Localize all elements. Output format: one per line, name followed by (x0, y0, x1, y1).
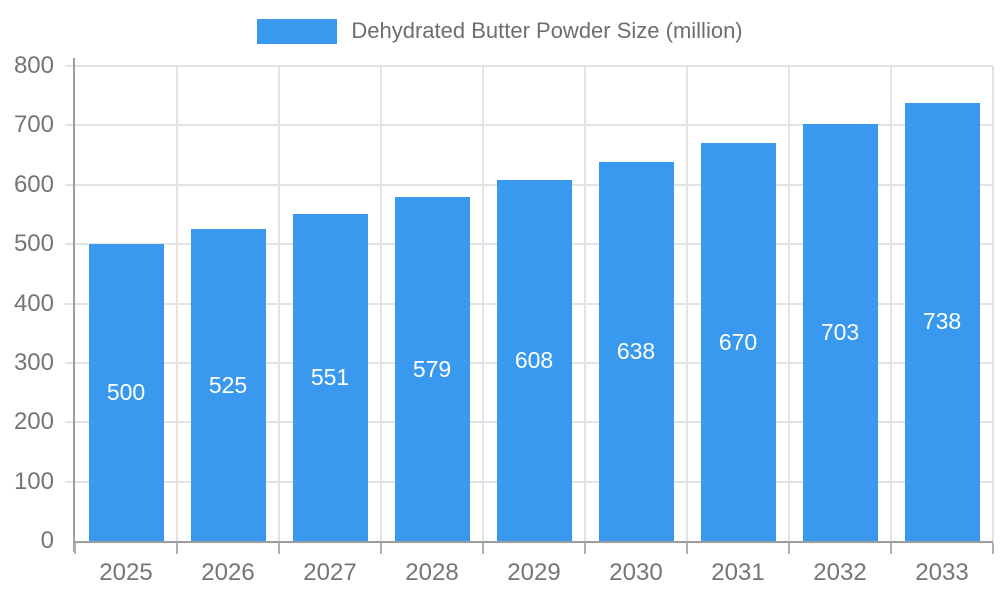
x-axis-tick (686, 543, 688, 554)
y-tick-label: 600 (13, 170, 54, 198)
bar-2027[interactable]: 551 (292, 213, 368, 541)
bar-2026[interactable]: 525 (190, 229, 266, 541)
y-axis-tick (65, 480, 73, 483)
legend[interactable]: Dehydrated Butter Powder Size (million) (0, 18, 1000, 44)
plot-area: 0 100 200 300 400 500 600 700 800 2025 2026 2027 202… (14, 52, 994, 586)
y-gridline (75, 124, 993, 127)
bar-value-label: 525 (208, 371, 248, 398)
y-axis-tick (65, 65, 73, 67)
legend-label: Dehydrated Butter Powder Size (million) (351, 18, 743, 43)
y-axis-tick (65, 183, 73, 186)
x-gridline (482, 66, 484, 541)
y-tick-label: 300 (13, 348, 54, 376)
x-tick-label: 2030 (609, 559, 663, 586)
x-axis-line (73, 541, 993, 543)
bar-2033[interactable]: 738 (904, 102, 980, 541)
x-tick-label: 2033 (915, 559, 969, 586)
x-axis-tick (278, 543, 280, 554)
x-tick-label: 2027 (303, 559, 357, 586)
y-tick-label: 100 (13, 467, 54, 495)
x-gridline (890, 66, 892, 541)
x-axis-tick (74, 543, 76, 554)
bar-2030[interactable]: 638 (598, 162, 674, 541)
x-gridline (992, 66, 994, 541)
y-tick-label: 700 (13, 111, 54, 139)
x-gridline (278, 66, 280, 541)
bar-2031[interactable]: 670 (700, 143, 776, 541)
y-tick-label: 500 (13, 230, 54, 258)
x-axis-tick (176, 543, 178, 554)
bar-value-label: 703 (820, 318, 860, 345)
x-axis-tick (482, 543, 484, 554)
x-gridline (686, 66, 688, 541)
x-axis-tick (890, 543, 892, 554)
x-axis-tick (788, 543, 790, 554)
y-axis-tick (65, 302, 73, 305)
y-axis-line (73, 58, 75, 552)
bar-value-label: 738 (922, 308, 962, 335)
x-tick-label: 2032 (813, 559, 867, 586)
x-gridline (788, 66, 790, 541)
y-gridline (75, 65, 993, 67)
x-axis-tick (992, 543, 994, 554)
y-tick-label: 200 (13, 408, 54, 436)
y-axis-tick (65, 124, 73, 127)
x-tick-label: 2031 (711, 559, 765, 586)
x-axis-tick (380, 543, 382, 554)
bar-value-label: 608 (514, 347, 554, 373)
x-tick-label: 2029 (507, 559, 561, 586)
x-gridline (380, 66, 382, 541)
y-axis-tick (65, 361, 73, 364)
bar-value-label: 551 (310, 363, 350, 390)
y-tick-label: 400 (13, 289, 54, 317)
x-tick-label: 2026 (201, 559, 255, 586)
bar-value-label: 638 (616, 338, 656, 365)
y-tick-label: 0 (40, 527, 54, 554)
x-axis-tick (584, 543, 586, 554)
bar-value-label: 579 (412, 355, 452, 382)
y-tick-label: 800 (13, 52, 54, 79)
bar-value-label: 670 (718, 328, 758, 355)
x-tick-label: 2028 (405, 559, 459, 586)
bar-value-label: 500 (106, 379, 146, 406)
y-axis-tick (65, 421, 73, 424)
x-gridline (176, 66, 178, 541)
bar-2032[interactable]: 703 (802, 123, 878, 541)
bar-2025[interactable]: 500 (88, 244, 164, 541)
legend-swatch-icon (257, 18, 338, 44)
x-gridline (584, 66, 586, 541)
y-axis-tick (65, 243, 73, 246)
bar-2029[interactable]: 608 (496, 180, 572, 541)
bar-2028[interactable]: 579 (394, 197, 470, 541)
x-tick-label: 2025 (99, 559, 153, 586)
